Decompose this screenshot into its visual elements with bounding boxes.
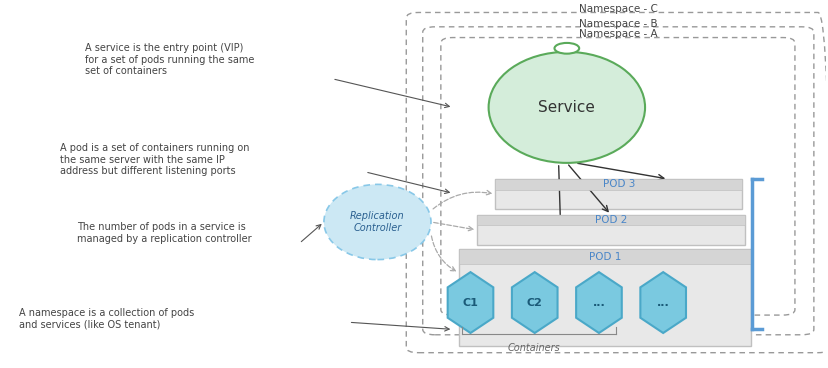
- FancyBboxPatch shape: [459, 249, 750, 264]
- Text: Namespace - B: Namespace - B: [578, 19, 657, 29]
- Ellipse shape: [488, 52, 644, 163]
- Text: Namespace - A: Namespace - A: [578, 29, 657, 39]
- Text: Namespace - C: Namespace - C: [578, 4, 657, 14]
- FancyBboxPatch shape: [494, 179, 741, 209]
- FancyBboxPatch shape: [476, 215, 744, 226]
- Text: Replication
Controller: Replication Controller: [349, 211, 404, 233]
- Text: A pod is a set of containers running on
the same server with the same IP
address: A pod is a set of containers running on …: [60, 143, 249, 176]
- Text: Containers: Containers: [507, 343, 560, 353]
- Text: Service: Service: [537, 100, 595, 115]
- Text: A namespace is a collection of pods
and services (like OS tenant): A namespace is a collection of pods and …: [19, 308, 195, 329]
- Text: C2: C2: [526, 298, 542, 308]
- FancyBboxPatch shape: [459, 249, 750, 346]
- Polygon shape: [511, 272, 557, 333]
- Text: POD 3: POD 3: [602, 180, 634, 190]
- Ellipse shape: [324, 184, 431, 259]
- Circle shape: [554, 43, 579, 54]
- Text: ...: ...: [656, 298, 669, 308]
- Text: ...: ...: [592, 298, 604, 308]
- Text: C1: C1: [462, 298, 478, 308]
- Text: POD 1: POD 1: [588, 252, 620, 262]
- Polygon shape: [575, 272, 621, 333]
- Polygon shape: [639, 272, 686, 333]
- Polygon shape: [447, 272, 493, 333]
- Text: The number of pods in a service is
managed by a replication controller: The number of pods in a service is manag…: [77, 222, 251, 244]
- FancyBboxPatch shape: [494, 179, 741, 190]
- Text: POD 2: POD 2: [594, 215, 626, 225]
- FancyBboxPatch shape: [476, 215, 744, 245]
- Text: A service is the entry point (VIP)
for a set of pods running the same
set of con: A service is the entry point (VIP) for a…: [85, 43, 254, 76]
